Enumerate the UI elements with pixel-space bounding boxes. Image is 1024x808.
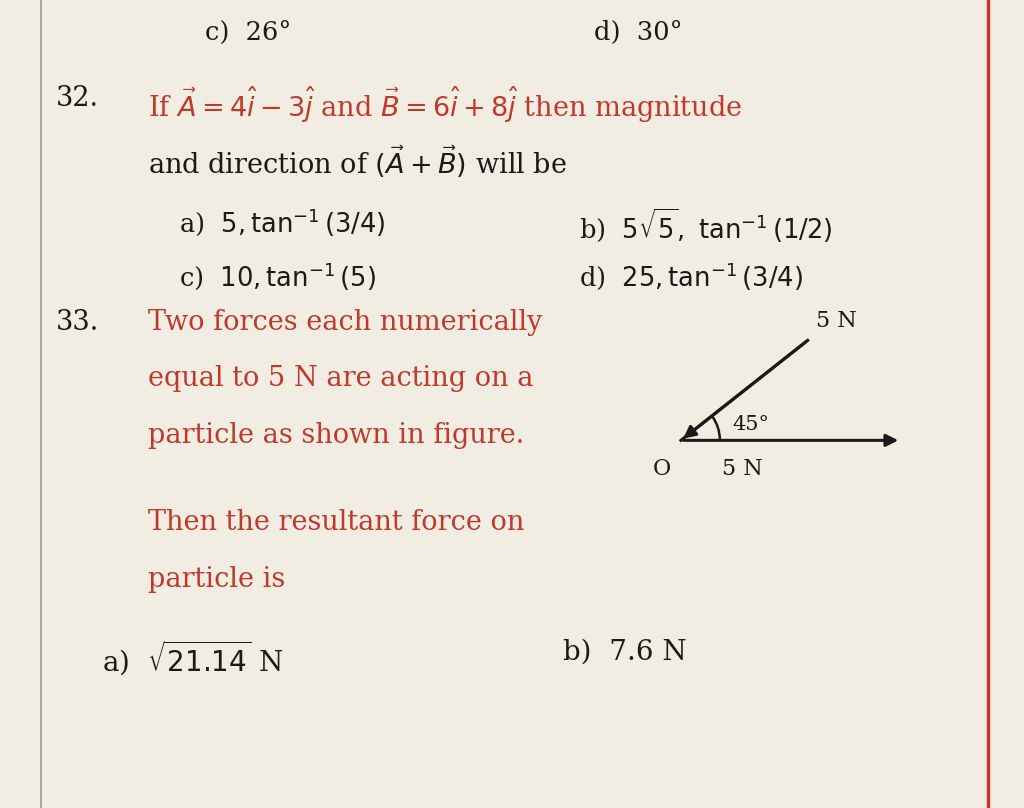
Text: 33.: 33. bbox=[56, 309, 99, 336]
Text: particle as shown in figure.: particle as shown in figure. bbox=[148, 422, 524, 448]
Text: and direction of $(\vec{A}+\vec{B})$ will be: and direction of $(\vec{A}+\vec{B})$ wil… bbox=[148, 144, 567, 180]
Text: d)  $25, \tan^{-1}(3/4)$: d) $25, \tan^{-1}(3/4)$ bbox=[579, 260, 803, 292]
Text: c)  $10, \tan^{-1}(5)$: c) $10, \tan^{-1}(5)$ bbox=[179, 260, 376, 292]
Text: Two forces each numerically: Two forces each numerically bbox=[148, 309, 543, 336]
Text: Then the resultant force on: Then the resultant force on bbox=[148, 509, 525, 536]
Text: O: O bbox=[652, 458, 671, 480]
Text: d)  30°: d) 30° bbox=[594, 20, 683, 45]
Text: particle is: particle is bbox=[148, 566, 286, 592]
Text: 45°: 45° bbox=[732, 415, 769, 434]
Text: b)  $5\sqrt{5},\ \tan^{-1}(1/2)$: b) $5\sqrt{5},\ \tan^{-1}(1/2)$ bbox=[579, 206, 833, 244]
Text: equal to 5 N are acting on a: equal to 5 N are acting on a bbox=[148, 365, 534, 392]
Text: If $\vec{A}=4\hat{i}-3\hat{j}$ and $\vec{B}=6\hat{i}+8\hat{j}$ then magnitude: If $\vec{A}=4\hat{i}-3\hat{j}$ and $\vec… bbox=[148, 85, 742, 125]
Text: 5 N: 5 N bbox=[816, 310, 857, 332]
Text: 32.: 32. bbox=[56, 85, 99, 112]
Text: a)  $\sqrt{21.14}$ N: a) $\sqrt{21.14}$ N bbox=[102, 638, 284, 678]
Text: 5 N: 5 N bbox=[722, 458, 763, 480]
Text: a)  $5, \tan^{-1}(3/4)$: a) $5, \tan^{-1}(3/4)$ bbox=[179, 206, 386, 238]
Text: c)  26°: c) 26° bbox=[205, 20, 291, 45]
Text: b)  7.6 N: b) 7.6 N bbox=[563, 638, 687, 665]
